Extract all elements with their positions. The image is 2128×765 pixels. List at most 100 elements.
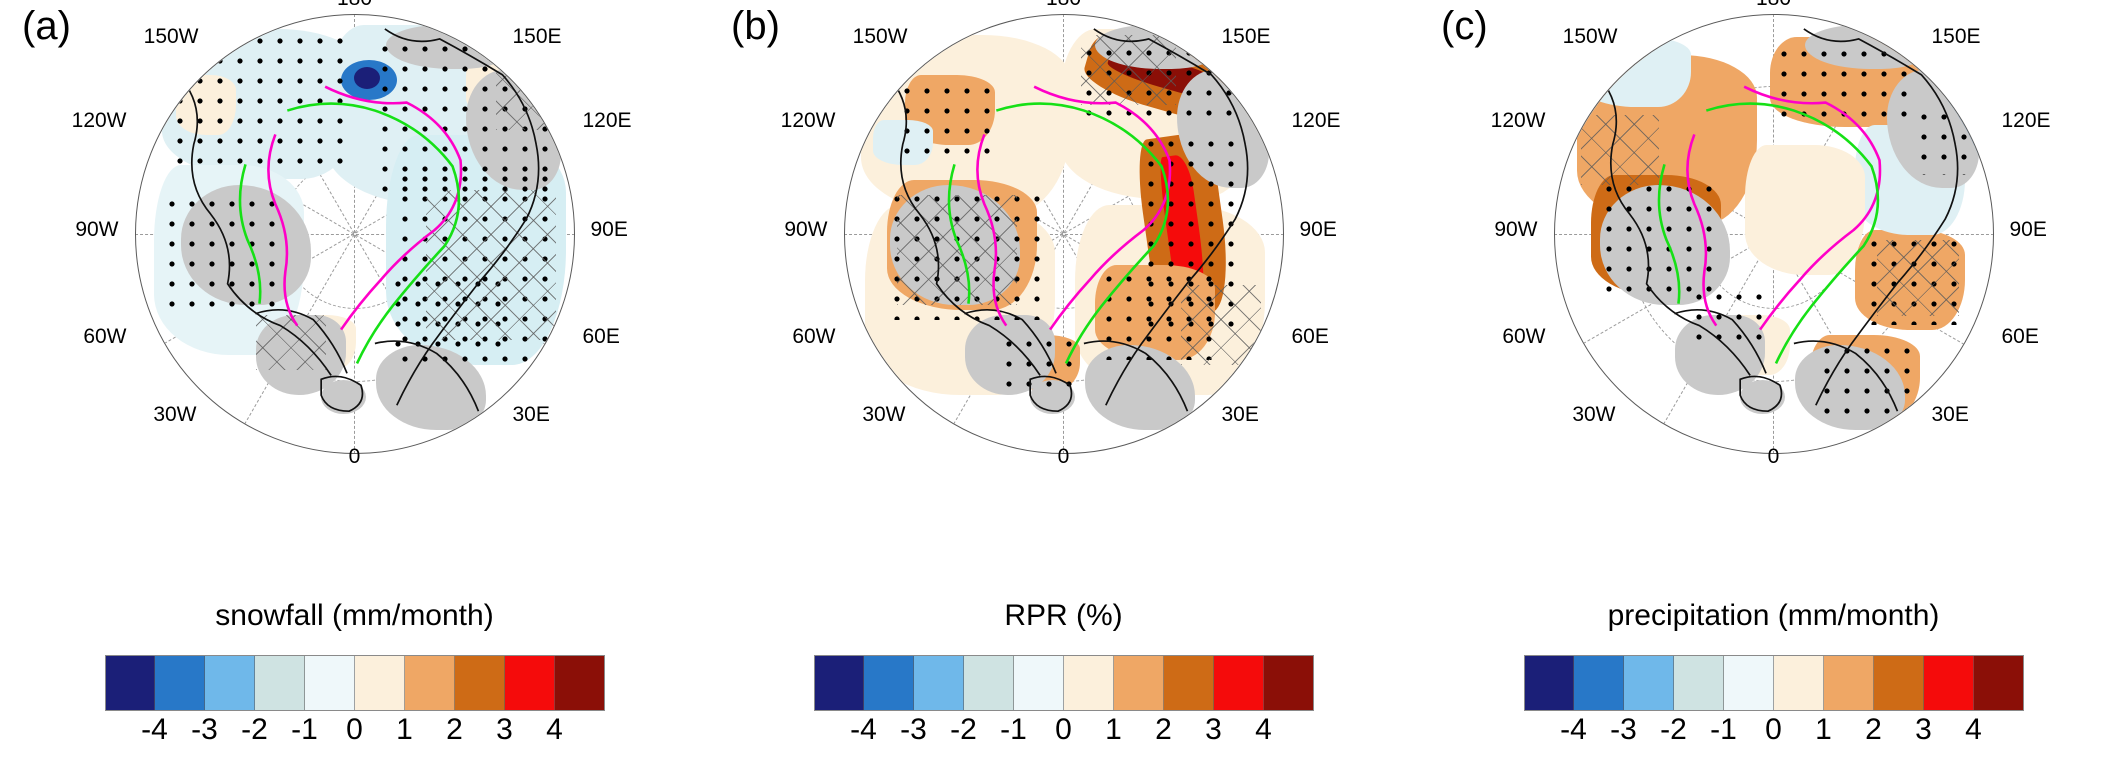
colorbar-bin [1724, 656, 1775, 710]
lon-label-150W: 150W [143, 25, 199, 48]
colorbar-tick: 1 [396, 713, 413, 746]
lon-label-60W: 60W [83, 325, 127, 348]
colorbar-bin [1624, 656, 1675, 710]
colorbar-tick: 0 [1765, 713, 1782, 746]
colorbar-tick: -3 [900, 713, 927, 746]
colorbar-bin [1163, 656, 1214, 710]
colorbar-b [813, 655, 1314, 711]
lon-label-120E: 120E [2001, 109, 2051, 132]
lon-label-90E: 90E [1299, 218, 1337, 241]
panel-letter-c: (c) [1441, 4, 1488, 48]
colorbar-tick: -4 [1560, 713, 1587, 746]
colorbar-c [1523, 655, 2024, 711]
colorbar-tick: -4 [850, 713, 877, 746]
colorbar-bin [814, 656, 865, 710]
lon-label-150E: 150E [512, 25, 562, 48]
lon-label-150E: 150E [1931, 25, 1981, 48]
colorbar-tick: 1 [1815, 713, 1832, 746]
map-panel-b: 180 150W 120W 90W 60W 30W 0 30E 60E 90E … [781, 0, 1341, 467]
colorbar-bin [355, 656, 405, 710]
lon-label-0: 0 [1057, 445, 1070, 468]
colorbar-bin [1524, 656, 1575, 710]
significance-stipple [1594, 175, 1725, 295]
map-disc-inner [844, 15, 1283, 453]
colorbar-bin [964, 656, 1015, 710]
agreement-hatch [1580, 115, 1659, 185]
colorbar-tick: -2 [1660, 713, 1687, 746]
lon-label-30W: 30W [862, 403, 906, 426]
colorbar-tick: 1 [1105, 713, 1122, 746]
lon-label-60E: 60E [1291, 325, 1329, 348]
colorbar-bin [864, 656, 915, 710]
colorbar-bin [205, 656, 256, 710]
colorbar-tick: 0 [346, 713, 363, 746]
lon-label-150W: 150W [852, 25, 908, 48]
colorbar-bin [1674, 656, 1725, 710]
colorbar-title-c: precipitation (mm/month) [1607, 599, 1940, 632]
colorbar-ticks-b: -4 -3 -2 -1 0 1 2 3 4 [814, 714, 1314, 754]
lon-label-30W: 30W [153, 403, 197, 426]
agreement-hatch [255, 315, 326, 370]
lon-label-90E: 90E [590, 218, 628, 241]
colorbar-bin [554, 656, 604, 710]
significance-stipple [892, 77, 1003, 157]
colorbar-ticks-c: -4 -3 -2 -1 0 1 2 3 4 [1524, 714, 2024, 754]
lon-label-0: 0 [348, 445, 361, 468]
lon-label-90W: 90W [784, 218, 828, 241]
map-panel-a: 180 150W 120W 90W 60W 30W 0 30E 60E 90E … [72, 0, 632, 467]
colorbar-bin [1014, 656, 1065, 710]
lon-label-60E: 60E [582, 325, 620, 348]
agreement-hatch [896, 195, 1017, 305]
colorbar-tick: 2 [1865, 713, 1882, 746]
colorbar-tick: -1 [1710, 713, 1737, 746]
lon-label-30E: 30E [1221, 403, 1259, 426]
map-disc [134, 14, 575, 454]
colorbar-title-b: RPR (%) [1004, 599, 1123, 632]
lon-label-60W: 60W [1502, 325, 1546, 348]
panel-b: (b) [709, 0, 1418, 765]
significance-stipple [1812, 337, 1918, 419]
colorbar-tick: -3 [1610, 713, 1637, 746]
colorbar-bin [454, 656, 505, 710]
colorbar-tick: -1 [1000, 713, 1027, 746]
panel-letter-b: (b) [731, 4, 780, 48]
agreement-hatch [425, 190, 556, 340]
colorbar-tick: -2 [241, 713, 268, 746]
colorbar-bin [305, 656, 356, 710]
map-panel-c: 180 150W 120W 90W 60W 30W 0 30E 60E 90E … [1491, 0, 2051, 467]
agreement-hatch [1876, 240, 1959, 316]
lon-label-120W: 120W [71, 109, 127, 132]
colorbar-a [104, 655, 605, 711]
colorbar-tick: 4 [546, 713, 563, 746]
anomaly-shade-positive [1744, 145, 1865, 275]
lon-label-90W: 90W [75, 218, 119, 241]
colorbar-tick: -3 [191, 713, 218, 746]
agreement-hatch [1180, 285, 1261, 365]
colorbar-tick: 3 [1205, 713, 1222, 746]
lon-label-180: 180 [1046, 0, 1081, 9]
land-mass-iceland [320, 380, 366, 414]
colorbar-ticks-a: -4 -3 -2 -1 0 1 2 3 4 [105, 714, 605, 754]
map-disc-inner [1554, 15, 1993, 453]
lon-label-90E: 90E [2009, 218, 2047, 241]
colorbar-tick: 4 [1965, 713, 1982, 746]
colorbar-bin [255, 656, 306, 710]
colorbar-bin [1213, 656, 1264, 710]
colorbar-tick: -4 [141, 713, 168, 746]
colorbar-bin [1113, 656, 1164, 710]
panel-a: (a) [0, 0, 709, 765]
lon-label-120W: 120W [1490, 109, 1546, 132]
colorbar-tick: -1 [291, 713, 318, 746]
colorbar-tick: 2 [446, 713, 463, 746]
colorbar-bin [1873, 656, 1924, 710]
colorbar-bin [914, 656, 965, 710]
map-disc-inner [135, 15, 574, 453]
lon-label-30W: 30W [1572, 403, 1616, 426]
lon-label-120E: 120E [1291, 109, 1341, 132]
lon-label-150W: 150W [1562, 25, 1618, 48]
lon-label-60E: 60E [2001, 325, 2039, 348]
colorbar-bin [105, 656, 156, 710]
lon-label-150E: 150E [1221, 25, 1271, 48]
colorbar-bin [1973, 656, 2023, 710]
lon-label-120E: 120E [582, 109, 632, 132]
